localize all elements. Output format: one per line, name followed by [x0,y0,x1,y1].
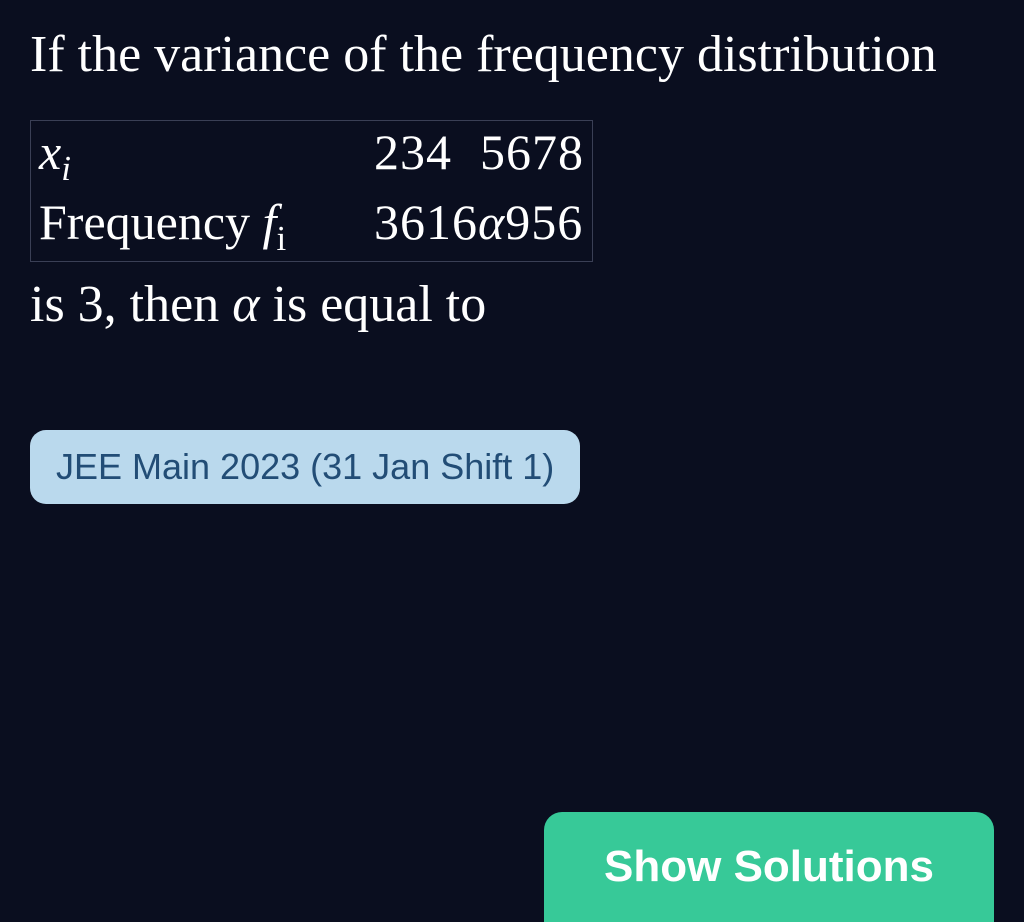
frequency-label: Frequency fi [39,193,374,259]
xi-label: xi [39,123,374,189]
show-solutions-button[interactable]: Show Solutions [544,812,994,922]
table-row: Frequency fi 3616α956 [31,191,592,261]
frequency-values: 3616α956 [374,193,583,251]
frequency-table: xi 2345678 Frequency fi 3616α956 [30,120,593,262]
exam-tag[interactable]: JEE Main 2023 (31 Jan Shift 1) [30,430,580,504]
question-intro: If the variance of the frequency distrib… [30,20,994,90]
xi-values: 2345678 [374,123,584,181]
table-row: xi 2345678 [31,121,592,191]
question-trailing: is 3, then α is equal to [30,270,994,340]
